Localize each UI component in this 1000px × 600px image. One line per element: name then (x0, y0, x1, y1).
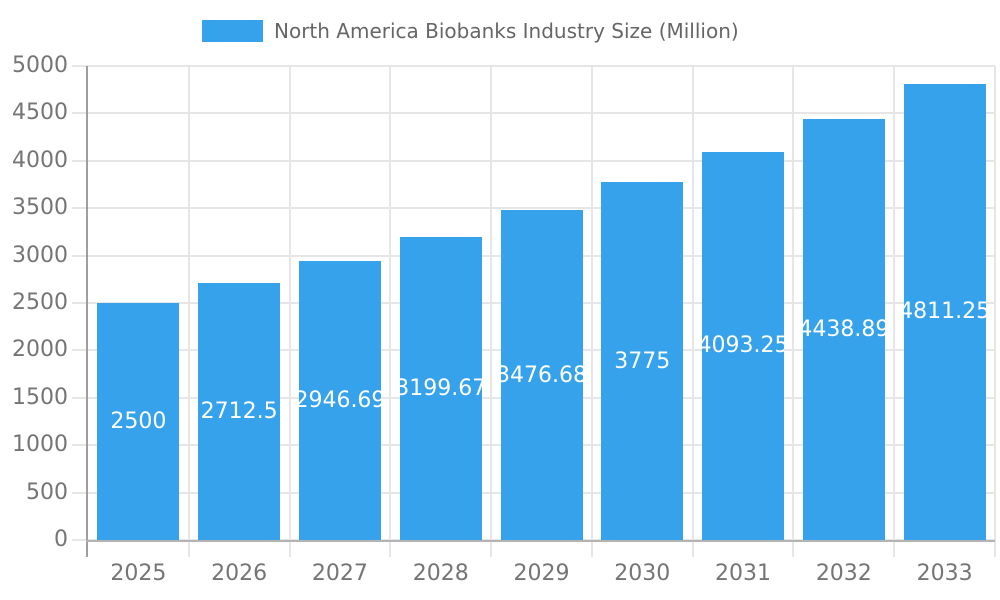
x-gridline (893, 66, 896, 557)
x-tick-label: 2030 (614, 561, 671, 586)
y-gridline (72, 207, 995, 210)
y-tick-label: 2000 (12, 337, 68, 363)
legend-swatch (202, 20, 263, 42)
bar-value-label: 3775 (614, 348, 671, 374)
x-tick-label: 2025 (110, 561, 167, 586)
x-gridline (994, 66, 996, 557)
x-axis-line (86, 540, 995, 542)
x-tick-label: 2029 (513, 561, 570, 586)
y-tick-label: 5000 (12, 53, 68, 78)
y-gridline (72, 65, 995, 67)
legend-item[interactable]: North America Biobanks Industry Size (Mi… (202, 19, 739, 43)
y-tick-label: 4500 (12, 100, 68, 126)
y-axis-line (86, 66, 88, 557)
bar[interactable]: 2712.5 (198, 282, 281, 540)
x-gridline (187, 66, 190, 557)
y-tick-label: 2500 (12, 290, 68, 315)
bar[interactable]: 2500 (97, 303, 180, 540)
bar-value-label: 4093.25 (702, 333, 785, 359)
x-gridline (590, 66, 593, 557)
x-gridline (288, 66, 291, 557)
x-gridline (490, 66, 493, 557)
bar-value-label: 3476.68 (500, 362, 583, 388)
y-tick-label: 500 (26, 479, 68, 505)
bar-value-label: 2946.69 (298, 387, 381, 413)
y-tick-label: 1500 (12, 384, 68, 410)
x-gridline (792, 66, 795, 557)
bar-value-label: 2500 (110, 409, 167, 434)
x-tick-label: 2028 (412, 561, 469, 586)
bar[interactable]: 4093.25 (702, 151, 785, 540)
y-tick-label: 1000 (12, 432, 68, 458)
bar-value-label: 4438.89 (802, 317, 885, 343)
bar-value-label: 3199.67 (399, 375, 482, 401)
y-gridline (72, 159, 995, 162)
bar[interactable]: 3775 (601, 182, 684, 540)
x-tick-label: 2026 (211, 561, 268, 586)
bar-value-label: 2712.5 (200, 398, 278, 424)
bar[interactable]: 3199.67 (399, 236, 482, 540)
bar-value-label: 4811.25 (903, 299, 986, 325)
bar[interactable]: 4811.25 (903, 83, 986, 540)
x-gridline (691, 66, 694, 557)
y-tick-label: 3000 (12, 242, 68, 268)
x-tick-label: 2027 (311, 561, 368, 586)
x-tick-label: 2033 (916, 561, 973, 586)
y-tick-label: 0 (54, 527, 68, 552)
x-gridline (389, 66, 392, 557)
y-tick-label: 3500 (12, 195, 68, 221)
x-tick-label: 2031 (715, 561, 772, 586)
x-tick-label: 2032 (815, 561, 872, 586)
legend-label: North America Biobanks Industry Size (Mi… (274, 19, 739, 43)
y-gridline (72, 112, 995, 115)
bar[interactable]: 3476.68 (500, 210, 583, 540)
bar[interactable]: 2946.69 (298, 260, 381, 540)
bar[interactable]: 4438.89 (802, 119, 885, 540)
y-tick-label: 4000 (12, 147, 68, 173)
